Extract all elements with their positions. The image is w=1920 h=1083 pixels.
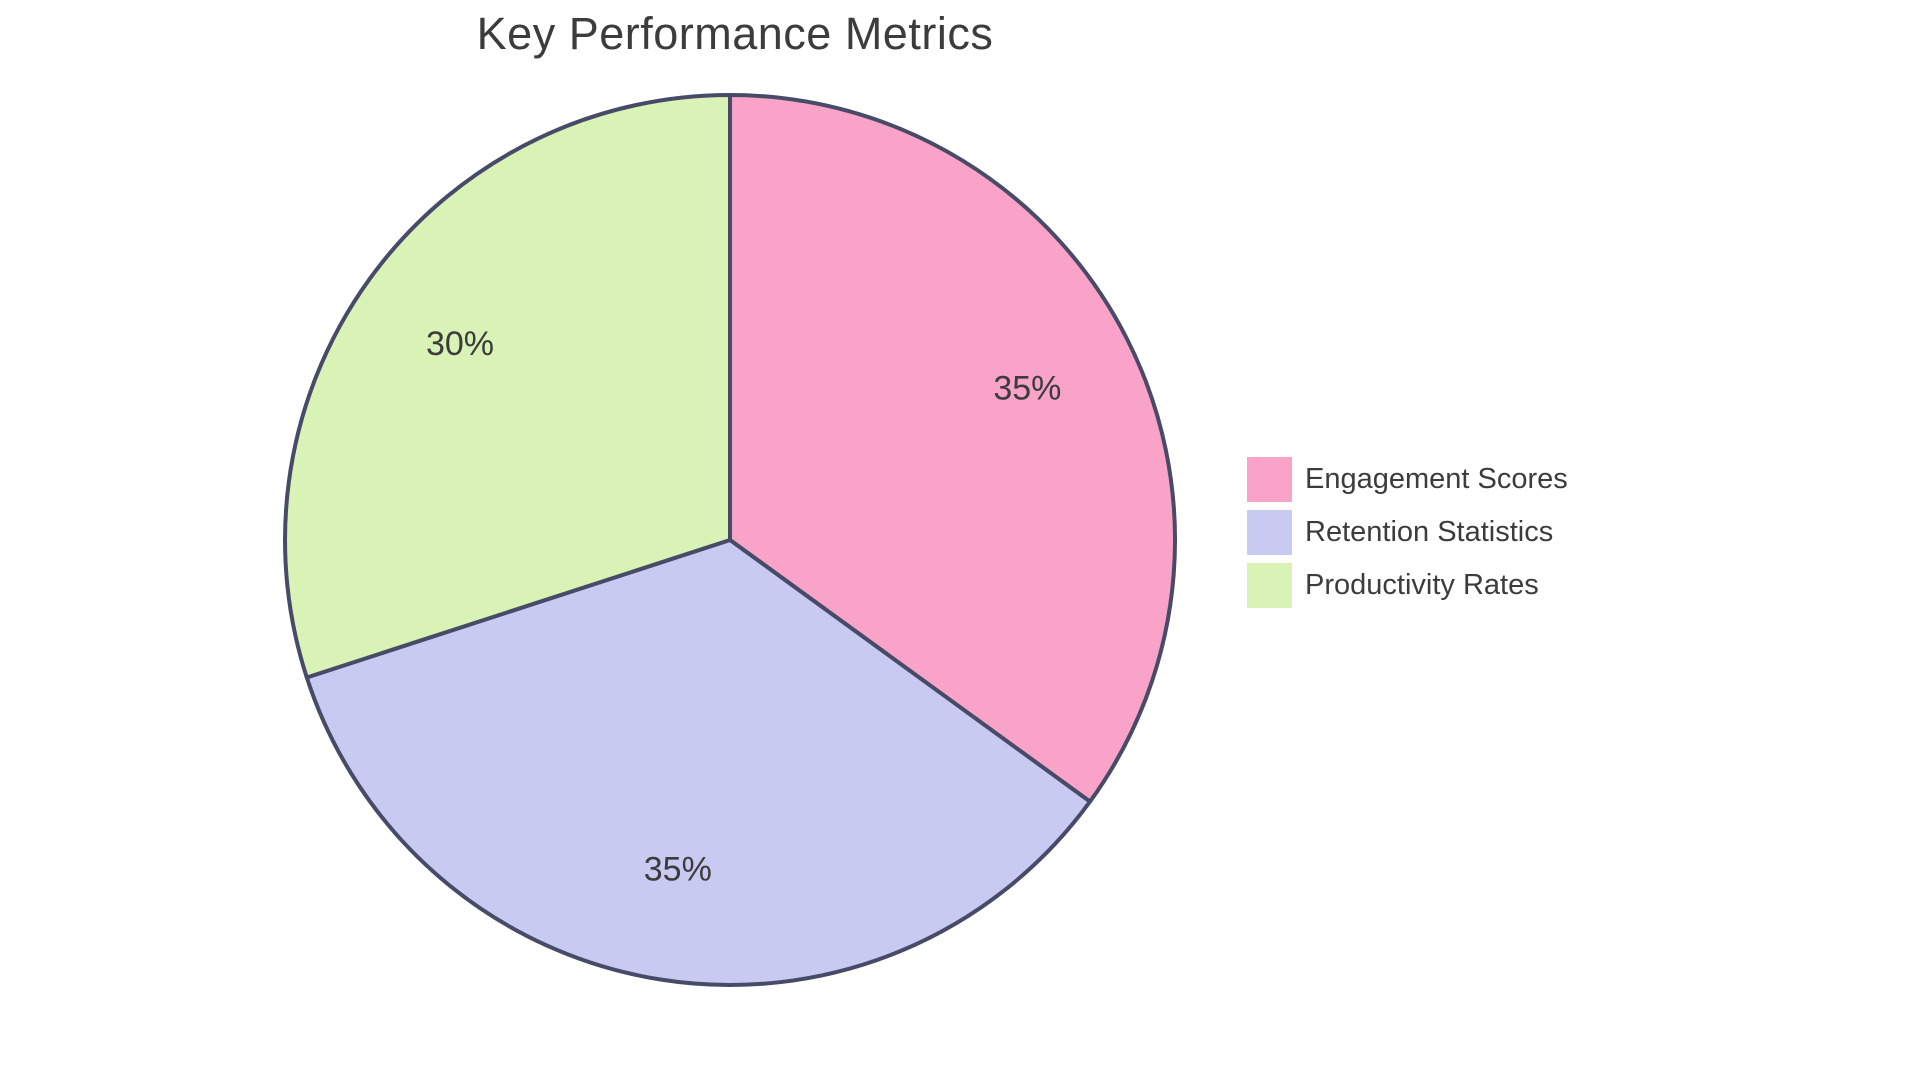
legend-label: Retention Statistics xyxy=(1305,516,1554,548)
legend-item: Retention Statistics xyxy=(1247,510,1568,555)
legend-swatch xyxy=(1247,563,1292,608)
legend-item: Productivity Rates xyxy=(1247,563,1568,608)
legend: Engagement Scores Retention Statistics P… xyxy=(1247,457,1568,616)
pie-percent-labels: 35% 35% 30% xyxy=(426,325,1061,889)
percent-label: 30% xyxy=(426,325,494,363)
pie-slices xyxy=(283,93,1178,987)
pie-slice-retention-statistics xyxy=(304,538,1092,987)
legend-swatch xyxy=(1247,457,1292,502)
legend-swatch xyxy=(1247,510,1292,555)
pie-slice-productivity-rates xyxy=(283,93,732,680)
legend-label: Productivity Rates xyxy=(1305,569,1539,601)
legend-item: Engagement Scores xyxy=(1247,457,1568,502)
legend-label: Engagement Scores xyxy=(1305,463,1568,495)
chart-title: Key Performance Metrics xyxy=(476,8,994,59)
pie-slice-engagement-scores xyxy=(728,93,1178,804)
percent-label: 35% xyxy=(993,370,1061,408)
percent-label: 35% xyxy=(644,851,712,889)
